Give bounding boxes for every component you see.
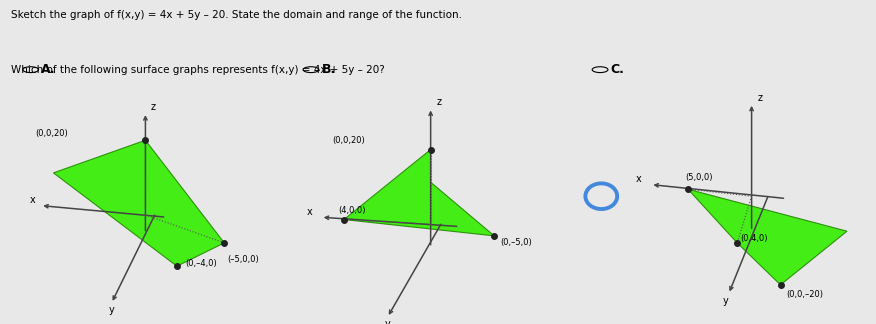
- Polygon shape: [53, 140, 224, 266]
- Text: (0,–5,0): (0,–5,0): [500, 238, 532, 247]
- Text: x: x: [307, 207, 312, 217]
- Text: A.: A.: [41, 63, 56, 76]
- Text: B.: B.: [321, 63, 336, 76]
- Text: C.: C.: [611, 63, 625, 76]
- Text: (5,0,0): (5,0,0): [685, 173, 712, 182]
- Text: (–5,0,0): (–5,0,0): [227, 255, 258, 264]
- Text: x: x: [30, 195, 36, 205]
- Text: Sketch the graph of f(x,y) = 4x + 5y – 20. State the domain and range of the fun: Sketch the graph of f(x,y) = 4x + 5y – 2…: [11, 10, 462, 20]
- Text: (0,0,–20): (0,0,–20): [787, 290, 823, 299]
- Text: z: z: [758, 93, 762, 103]
- Text: y: y: [385, 319, 390, 324]
- Text: y: y: [723, 295, 729, 306]
- Text: (4,0,0): (4,0,0): [338, 206, 365, 215]
- Text: (0,–4,0): (0,–4,0): [185, 260, 216, 268]
- Polygon shape: [344, 150, 494, 236]
- Text: Which of the following surface graphs represents f(x,y) = 4x + 5y – 20?: Which of the following surface graphs re…: [11, 65, 385, 75]
- Text: (0,4,0): (0,4,0): [740, 234, 767, 243]
- Text: z: z: [436, 97, 442, 107]
- Polygon shape: [688, 189, 847, 285]
- Text: x: x: [636, 174, 642, 184]
- Text: z: z: [151, 102, 156, 112]
- Text: y: y: [109, 305, 115, 315]
- Text: (0,0,20): (0,0,20): [332, 136, 365, 145]
- Text: (0,0,20): (0,0,20): [35, 129, 67, 138]
